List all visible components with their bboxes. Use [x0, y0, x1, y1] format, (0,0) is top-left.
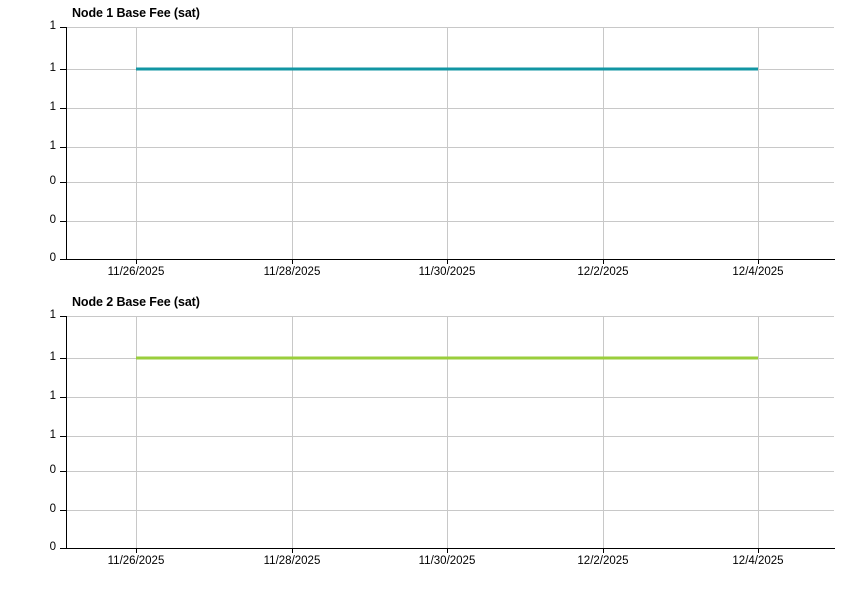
y-tick-label: 1 — [49, 101, 56, 113]
x-tick-mark — [758, 259, 759, 264]
gridline-horizontal — [66, 316, 834, 317]
gridline-horizontal — [66, 397, 834, 398]
x-tick-label: 11/30/2025 — [418, 555, 476, 567]
gridline-horizontal — [66, 510, 834, 511]
y-tick-mark — [60, 471, 66, 472]
series-layer — [136, 356, 758, 360]
series-layer — [136, 67, 758, 71]
y-tick-label: 1 — [49, 429, 56, 441]
gridline-horizontal — [66, 108, 834, 109]
x-tick-mark — [603, 259, 604, 264]
y-tick-label: 0 — [49, 541, 56, 553]
y-tick-label: 1 — [49, 390, 56, 402]
x-tick-mark — [136, 259, 137, 264]
x-tick-label: 11/28/2025 — [263, 555, 321, 567]
gridline-vertical — [447, 27, 448, 259]
y-tick-label: 1 — [49, 140, 56, 152]
x-axis-line — [66, 259, 835, 260]
y-tick-mark — [60, 182, 66, 183]
x-tick-label: 11/26/2025 — [107, 266, 165, 278]
gridline-vertical — [136, 27, 137, 259]
gridline-horizontal — [66, 182, 834, 183]
y-tick-label: 1 — [49, 309, 56, 321]
x-tick-mark — [603, 548, 604, 553]
gridline-vertical — [292, 27, 293, 259]
x-tick-label: 12/4/2025 — [732, 555, 784, 567]
y-tick-label: 0 — [49, 464, 56, 476]
gridline-vertical — [292, 316, 293, 548]
x-tick-label: 11/28/2025 — [263, 266, 321, 278]
y-tick-mark — [60, 510, 66, 511]
y-tick-label: 0 — [49, 214, 56, 226]
gridline-vertical — [603, 316, 604, 548]
y-tick-label: 0 — [49, 503, 56, 515]
x-axis-line — [66, 548, 835, 549]
x-tick-mark — [292, 259, 293, 264]
gridline-vertical — [758, 27, 759, 259]
y-tick-mark — [60, 397, 66, 398]
y-tick-label: 1 — [49, 20, 56, 32]
x-tick-mark — [447, 548, 448, 553]
y-tick-mark — [60, 147, 66, 148]
y-tick-mark — [60, 436, 66, 437]
y-tick-mark — [60, 108, 66, 109]
y-tick-mark — [60, 358, 66, 359]
gridline-vertical — [447, 316, 448, 548]
y-axis-line — [66, 27, 67, 260]
y-tick-label: 1 — [49, 351, 56, 363]
x-tick-mark — [447, 259, 448, 264]
x-tick-label: 12/4/2025 — [732, 266, 784, 278]
gridline-vertical — [136, 316, 137, 548]
gridline-vertical — [758, 316, 759, 548]
y-tick-label: 1 — [49, 62, 56, 74]
x-tick-mark — [758, 548, 759, 553]
x-tick-label: 11/26/2025 — [107, 555, 165, 567]
y-tick-mark — [60, 221, 66, 222]
gridline-vertical — [603, 27, 604, 259]
chart-title: Node 1 Base Fee (sat) — [72, 6, 200, 20]
chart-panel-node-2: Node 2 Base Fee (sat) 1 1 1 1 0 0 0 11/26/2025… — [0, 289, 860, 579]
y-tick-mark — [60, 548, 66, 549]
gridline-horizontal — [66, 221, 834, 222]
y-tick-mark — [60, 69, 66, 70]
gridline-horizontal — [66, 27, 834, 28]
x-tick-mark — [292, 548, 293, 553]
y-tick-label: 0 — [49, 252, 56, 264]
chart-title: Node 2 Base Fee (sat) — [72, 295, 200, 309]
y-tick-mark — [60, 27, 66, 28]
chart-panel-node-1: Node 1 Base Fee (sat) 1 1 1 1 0 0 0 11/26/2025… — [0, 0, 860, 290]
x-tick-label: 12/2/2025 — [577, 555, 629, 567]
gridline-horizontal — [66, 471, 834, 472]
gridline-horizontal — [66, 436, 834, 437]
y-tick-mark — [60, 259, 66, 260]
y-tick-mark — [60, 316, 66, 317]
x-tick-label: 11/30/2025 — [418, 266, 476, 278]
y-axis-line — [66, 316, 67, 549]
x-tick-label: 12/2/2025 — [577, 266, 629, 278]
gridline-horizontal — [66, 147, 834, 148]
x-tick-mark — [136, 548, 137, 553]
y-tick-label: 0 — [49, 175, 56, 187]
